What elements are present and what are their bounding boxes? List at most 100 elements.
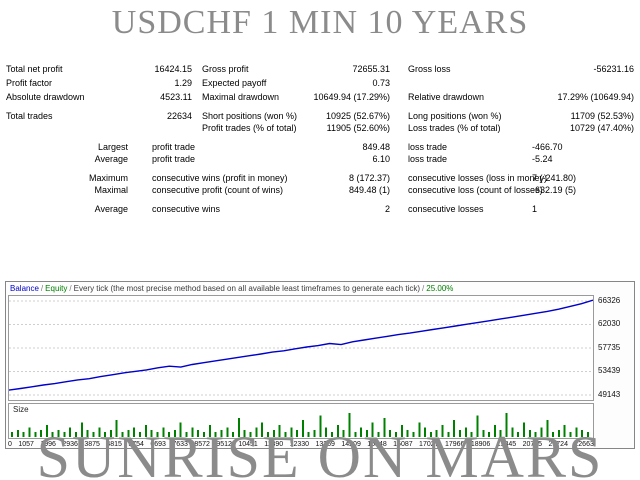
separator: / (40, 284, 44, 293)
model-method-text: Every tick (the most precise method base… (73, 284, 421, 293)
stat-value: -56231.16 (593, 64, 634, 74)
stat-value: 17.29% (10649.94) (557, 92, 634, 102)
stat-value: 10649.94 (17.29%) (313, 92, 390, 102)
y-axis: 66326 62030 57735 53439 49143 (598, 295, 632, 401)
stat-label (6, 121, 134, 135)
stat-label: Maximum (88, 173, 128, 183)
y-axis-tick: 49143 (598, 390, 621, 399)
stat-row: Absolute drawdown 4523.11 Maximal drawdown… (6, 90, 634, 104)
x-axis-tick: 8572 (194, 441, 210, 448)
stat-row: Average consecutive wins 2 consecutive loss… (6, 197, 634, 214)
chart-header: Balance / Equity / Every tick (the most prec… (10, 283, 632, 294)
stat-row: Maximum consecutive wins (profit in money… (6, 166, 634, 183)
x-axis-tick: 3875 (84, 441, 100, 448)
x-axis-tick: 12330 (289, 441, 310, 448)
stat-value: 11905 (52.60%) (326, 123, 390, 133)
separator: / (69, 284, 72, 293)
x-axis-tick: 2936 (62, 441, 78, 448)
x-axis-tick: 1057 (18, 441, 34, 448)
stat-label: Total trades (6, 111, 53, 121)
balance-chart-svg (9, 299, 593, 396)
stat-value: 22634 (166, 111, 192, 121)
stat-value: 11709 (52.53%) (570, 111, 634, 121)
x-axis-tick: 10451 (238, 441, 258, 448)
x-axis-tick: 18906 (470, 441, 491, 448)
stat-row: Profit trades (% of total) 11905 (52.60%)… (6, 121, 634, 135)
stat-label: Average (94, 204, 128, 214)
report-title: USDCHF 1 MIN 10 YEARS (111, 4, 529, 41)
stat-label: Largest (97, 142, 128, 152)
x-axis-tick: 16087 (393, 441, 413, 448)
y-axis-tick: 66326 (598, 296, 621, 305)
stat-value: 8 (172.37) (348, 173, 390, 183)
x-axis-tick: 4815 (106, 441, 122, 448)
x-axis-tick: 5754 (128, 441, 144, 448)
stat-row: Total trades 22634 Short positions (won %)… (6, 104, 634, 121)
x-axis-tick: 6693 (150, 441, 166, 448)
balance-chart (8, 295, 594, 401)
stat-label: Short positions (won %) (202, 111, 298, 121)
stat-label: Maximal (94, 185, 128, 195)
stat-label: loss trade (408, 154, 448, 164)
x-axis-tick: 13269 (315, 441, 335, 448)
stat-row: Average profit trade 6.10 loss trade -5.24 (6, 152, 634, 166)
y-axis-tick: 57735 (598, 343, 621, 352)
stat-label: Average (94, 154, 128, 164)
chart-panel: Balance / Equity / Every tick (the most prec… (5, 281, 635, 449)
stat-label: Gross profit (202, 64, 249, 74)
x-axis-tick: 7633 (172, 441, 188, 448)
x-axis: 0 1057 1996 2936 3875 4815 5754 6693 7633 8572 951… (8, 441, 594, 448)
size-chart-svg (11, 413, 589, 437)
x-axis-tick: 19845 (496, 441, 517, 448)
stat-value: 7 (-241.80) (532, 173, 577, 183)
size-pane: Size (8, 403, 594, 439)
stat-value: -466.70 (532, 142, 563, 152)
stat-label: Gross loss (408, 64, 451, 74)
stat-value: 16424.15 (154, 64, 192, 74)
y-axis-tick: 53439 (598, 366, 621, 375)
stat-value: 10925 (52.67%) (325, 111, 390, 121)
stat-value: 6.10 (372, 154, 390, 164)
stat-label: consecutive wins (152, 204, 221, 214)
stat-label: consecutive profit (count of wins) (152, 185, 284, 195)
stat-row: Total net profit 16424.15 Gross profit 7265… (6, 62, 634, 76)
stat-value: 10729 (47.40%) (569, 123, 634, 133)
stat-label: Profit factor (6, 78, 53, 88)
stat-row: Maximal consecutive profit (count of wins… (6, 183, 634, 197)
stat-label: profit trade (152, 154, 196, 164)
stat-label: Loss trades (% of total) (408, 123, 501, 133)
stat-label: profit trade (152, 142, 196, 152)
balance-legend: Balance (10, 284, 39, 293)
stat-value: 849.48 (1) (348, 185, 390, 195)
stat-label: Absolute drawdown (6, 92, 85, 102)
separator: / (422, 284, 425, 293)
stat-label: loss trade (408, 142, 448, 152)
stat-label: consecutive losses (408, 204, 484, 214)
x-axis-tick: 1996 (40, 441, 56, 448)
stat-row: Largest profit trade 849.48 loss trade -466.… (6, 135, 634, 152)
x-axis-tick: 0 (8, 441, 12, 448)
x-axis-tick: 11390 (264, 441, 284, 448)
stat-label (390, 76, 532, 90)
stat-label: Long positions (won %) (408, 111, 502, 121)
x-axis-tick: 22663 (574, 441, 594, 448)
stat-label: Profit trades (% of total) (202, 123, 297, 133)
watermark-text: SUNRISE ON MARS (36, 424, 604, 480)
stat-label: consecutive wins (profit in money) (152, 173, 288, 183)
x-axis-tick: 21724 (548, 441, 568, 448)
stat-value: 72655.31 (352, 64, 390, 74)
stat-value: 4523.11 (160, 92, 192, 102)
x-axis-tick: 17027 (419, 441, 439, 448)
stat-label: consecutive loss (count of losses) (408, 185, 543, 195)
x-axis-tick: 15148 (367, 441, 387, 448)
stat-value: -5.24 (532, 154, 553, 164)
stat-value: -632.19 (5) (532, 185, 577, 195)
stat-label: consecutive losses (loss in money) (408, 173, 548, 183)
stat-label: Expected payoff (202, 78, 267, 88)
stat-value: 1.29 (174, 78, 192, 88)
x-axis-tick: 9512 (216, 441, 232, 448)
stat-value: 0.73 (372, 78, 390, 88)
stat-value (134, 121, 192, 135)
stat-label: Maximal drawdown (202, 92, 280, 102)
